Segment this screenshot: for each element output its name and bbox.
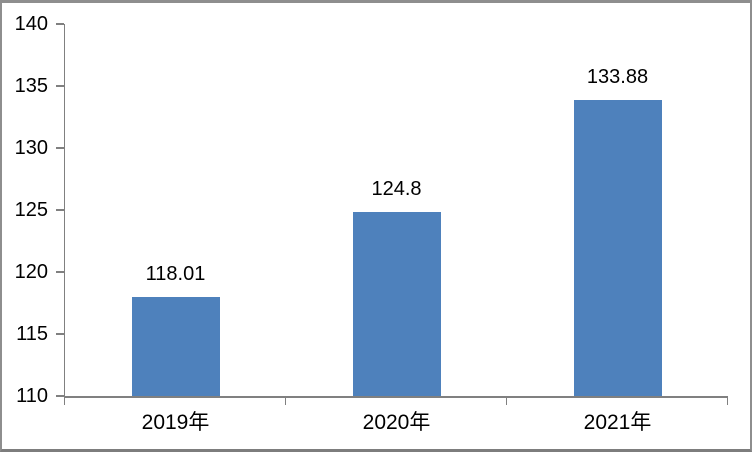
y-axis-tick-label: 115 — [16, 323, 48, 345]
x-axis-tick — [726, 397, 728, 405]
x-axis-category-label: 2019年 — [141, 411, 210, 434]
bar-2019年 — [131, 296, 220, 396]
x-axis-tick — [505, 397, 507, 405]
x-axis-category-label: 2020年 — [362, 411, 431, 434]
bar-value-label: 118.01 — [145, 262, 206, 285]
y-axis-tick-label: 120 — [14, 261, 48, 283]
y-axis-tick-label: 135 — [14, 75, 48, 97]
bar-2020年 — [352, 212, 441, 396]
y-axis-tick-label: 125 — [14, 199, 48, 221]
bar-value-label: 124.8 — [371, 178, 422, 201]
y-axis-tick — [55, 85, 64, 87]
y-axis-tick — [55, 333, 64, 335]
y-axis-tick-label: 140 — [14, 13, 48, 35]
x-axis-tick — [284, 397, 286, 405]
bar-2021年 — [573, 99, 662, 396]
y-axis-tick-label: 130 — [14, 137, 48, 159]
y-axis-tick — [55, 271, 64, 273]
x-axis-category-label: 2021年 — [583, 411, 652, 434]
bar-value-label: 133.88 — [586, 65, 649, 88]
y-axis-tick — [55, 209, 64, 211]
x-axis-line — [63, 396, 728, 398]
y-axis-tick — [55, 23, 64, 25]
y-axis-tick-label: 110 — [16, 385, 48, 407]
y-axis-tick — [55, 147, 64, 149]
y-axis-line — [63, 24, 65, 396]
x-axis-tick — [63, 397, 65, 405]
y-axis-tick — [55, 395, 64, 397]
